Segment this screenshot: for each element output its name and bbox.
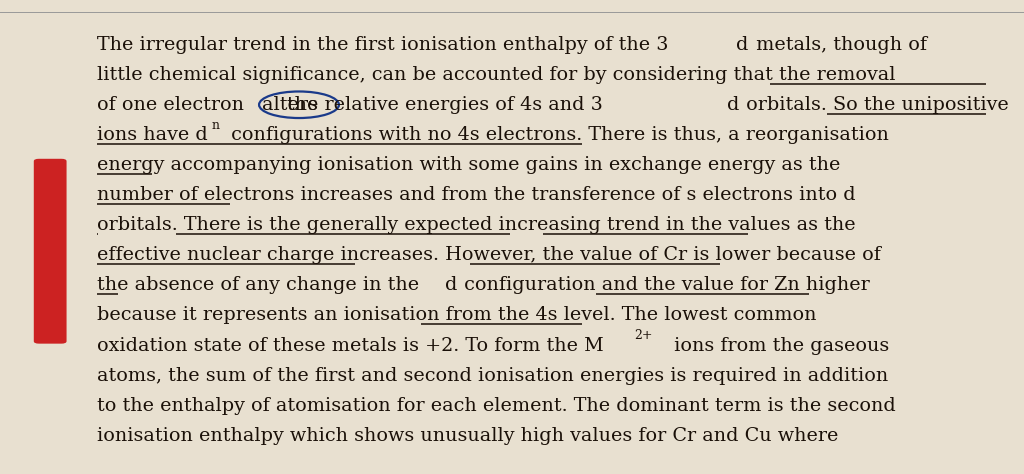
Text: The irregular trend in the first ionisation enthalpy of the 3: The irregular trend in the first ionisat… bbox=[97, 36, 669, 54]
Text: ions have d: ions have d bbox=[97, 126, 208, 144]
Text: orbitals. So the unipositive: orbitals. So the unipositive bbox=[739, 96, 1009, 114]
Text: because it represents an ionisation from the 4s level. The lowest common: because it represents an ionisation from… bbox=[97, 306, 817, 324]
Text: effective nuclear charge increases. However, the value of Cr is lower because of: effective nuclear charge increases. Howe… bbox=[97, 246, 882, 264]
Text: little chemical significance, can be accounted for by considering that the remov: little chemical significance, can be acc… bbox=[97, 66, 896, 83]
Text: n: n bbox=[212, 118, 219, 132]
Text: ions from the gaseous: ions from the gaseous bbox=[668, 337, 890, 355]
Text: of one electron       the relative energies of 4s and 3: of one electron the relative energies of… bbox=[97, 96, 603, 114]
Text: 2+: 2+ bbox=[634, 329, 652, 342]
Text: alters: alters bbox=[262, 96, 317, 114]
Text: number of electrons increases and from the transference of s electrons into d: number of electrons increases and from t… bbox=[97, 186, 856, 204]
Text: to the enthalpy of atomisation for each element. The dominant term is the second: to the enthalpy of atomisation for each … bbox=[97, 397, 896, 415]
Text: ionisation enthalpy which shows unusually high values for Cr and Cu where: ionisation enthalpy which shows unusuall… bbox=[97, 427, 839, 445]
Text: configuration and the value for Zn higher: configuration and the value for Zn highe… bbox=[459, 276, 870, 294]
Text: energy accompanying ionisation with some gains in exchange energy as the: energy accompanying ionisation with some… bbox=[97, 156, 841, 174]
Text: atoms, the sum of the first and second ionisation energies is required in additi: atoms, the sum of the first and second i… bbox=[97, 367, 889, 384]
Text: d: d bbox=[727, 96, 739, 114]
Text: orbitals. There is the generally expected increasing trend in the values as the: orbitals. There is the generally expecte… bbox=[97, 216, 856, 234]
Text: metals, though of: metals, though of bbox=[750, 36, 927, 54]
FancyBboxPatch shape bbox=[34, 159, 67, 344]
Text: configurations with no 4s electrons. There is thus, a reorganisation: configurations with no 4s electrons. The… bbox=[225, 126, 889, 144]
Text: d: d bbox=[445, 276, 458, 294]
Text: oxidation state of these metals is +2. To form the M: oxidation state of these metals is +2. T… bbox=[97, 337, 604, 355]
Text: the absence of any change in the: the absence of any change in the bbox=[97, 276, 426, 294]
Text: d: d bbox=[735, 36, 749, 54]
